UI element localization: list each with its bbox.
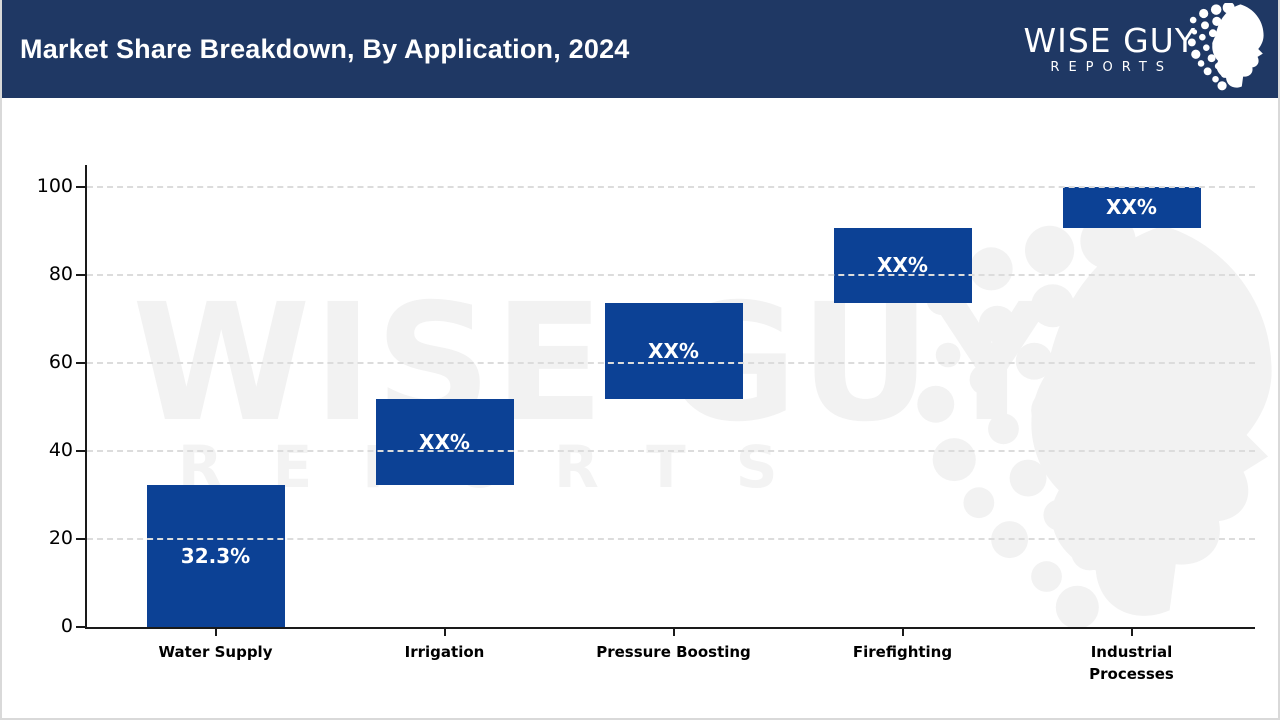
x-axis-category-label: Irrigation <box>345 642 545 664</box>
x-axis-category-label-line: Irrigation <box>404 643 485 661</box>
y-axis-tick-label: 60 <box>48 351 73 374</box>
x-axis-category-label: Firefighting <box>803 642 1003 664</box>
bar-irrigation: XX% <box>375 398 514 485</box>
x-axis-tick <box>1130 627 1133 636</box>
x-axis-category-label-line: Pressure Boosting <box>596 643 751 661</box>
bar-pressure-boosting: XX% <box>604 302 743 399</box>
x-axis-tick <box>214 627 217 636</box>
y-axis-tick-label: 0 <box>60 615 73 637</box>
y-axis-tick <box>76 362 85 365</box>
y-axis-tick-label: 100 <box>36 175 73 197</box>
x-axis-tick <box>901 627 904 636</box>
bar-firefighting: XX% <box>833 227 972 303</box>
x-axis-category-label: Water Supply <box>116 642 316 664</box>
x-axis-category-label-line: Water Supply <box>158 643 273 661</box>
page-title: Market Share Breakdown, By Application, … <box>20 33 630 64</box>
y-gridline <box>87 538 1255 540</box>
x-axis-category-label-line: Industrial <box>1090 643 1173 661</box>
bar-value-label: XX% <box>877 253 928 278</box>
x-axis-category-label-line: Processes <box>1089 664 1174 683</box>
plot-area: 0 20 40 60 80 100 32.3% Water Supply XX% Irrigati… <box>37 165 1255 683</box>
y-axis-tick <box>76 450 85 452</box>
x-axis-category-label-line: Firefighting <box>852 643 953 661</box>
x-axis-tick <box>443 627 446 636</box>
wiseguy-face-icon <box>1187 3 1264 91</box>
x-axis-tick <box>672 627 675 636</box>
bar-value-label: 32.3% <box>180 543 251 568</box>
wiseguy-logo-text: WISE GUY REPORTS <box>1023 24 1196 74</box>
y-gridline <box>87 186 1255 188</box>
y-axis-tick-label: 20 <box>48 527 73 549</box>
x-axis-category-label: Pressure Boosting <box>574 642 774 664</box>
x-axis-category-label: Industrial Processes <box>1032 642 1232 686</box>
bar-value-label: XX% <box>1106 195 1157 220</box>
bar-industrial-processes: XX% <box>1062 187 1201 228</box>
y-gridline <box>87 274 1255 276</box>
y-axis-tick <box>76 538 85 540</box>
y-axis-tick <box>76 626 85 628</box>
bar-water-supply: 32.3% <box>146 484 285 627</box>
wiseguy-logo-subname: REPORTS <box>1050 60 1174 75</box>
y-axis-tick <box>76 186 85 188</box>
y-axis-tick-label: 40 <box>48 439 73 461</box>
header-bar: Market Share Breakdown, By Application, … <box>0 0 1280 98</box>
y-axis-tick-label: 80 <box>48 263 73 285</box>
y-gridline <box>87 450 1255 452</box>
y-gridline <box>87 362 1255 365</box>
bar-value-label: XX% <box>419 429 470 454</box>
wiseguy-logo-name: WISE GUY <box>1023 21 1196 60</box>
wiseguy-logo: WISE GUY REPORTS <box>1023 3 1280 95</box>
y-axis-tick <box>76 274 85 276</box>
watermark-face-icon <box>917 213 1272 629</box>
bar-value-label: XX% <box>648 338 699 363</box>
